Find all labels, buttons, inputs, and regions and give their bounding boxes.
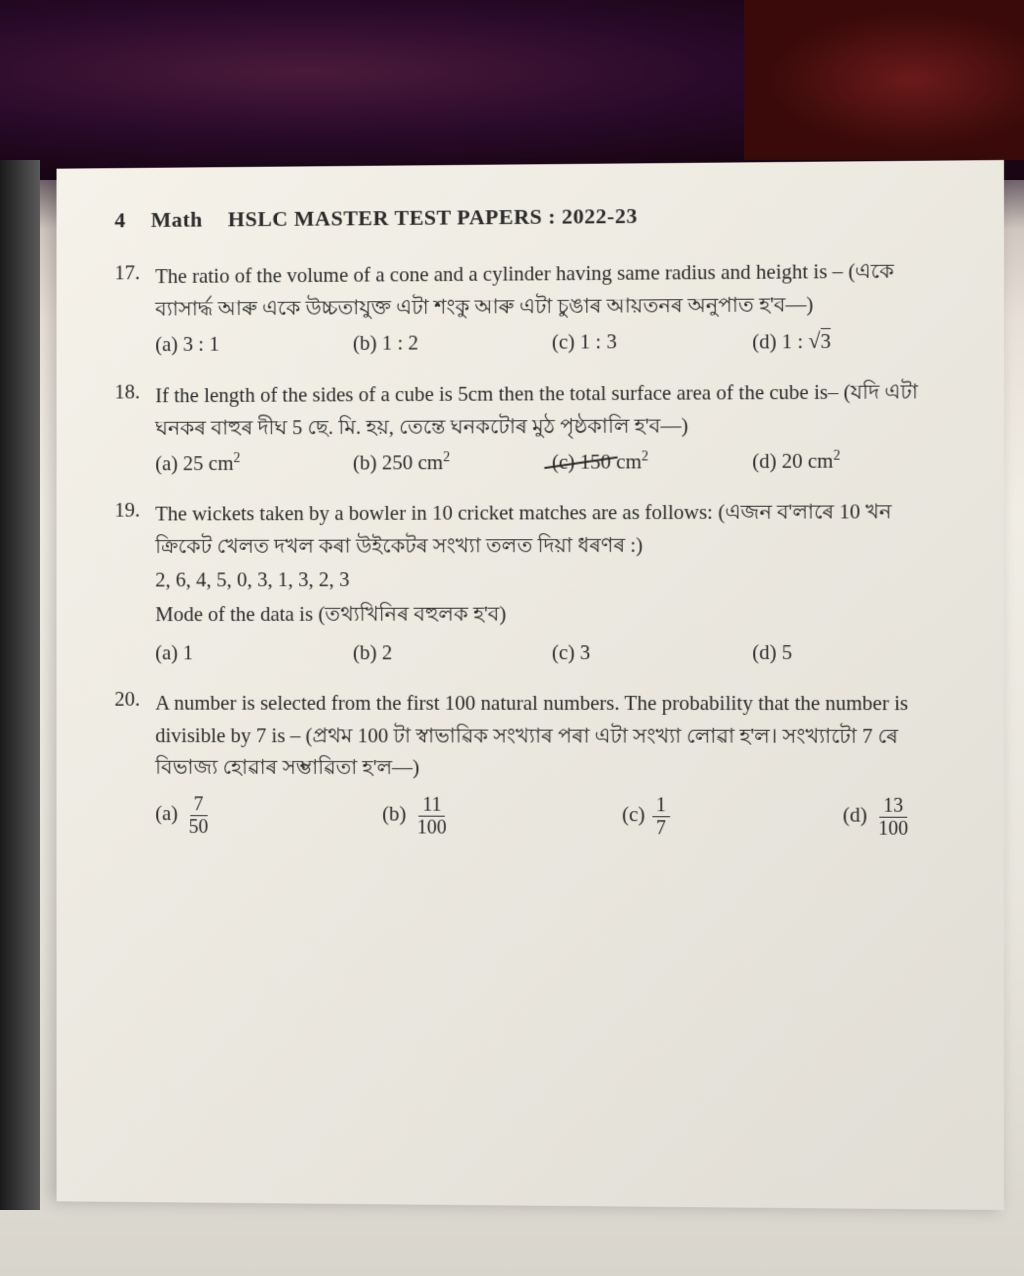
- question-18: 18. If the length of the sides of a cube…: [115, 375, 954, 476]
- paper-title: HSLC MASTER TEST PAPERS : 2022-23: [228, 203, 638, 231]
- question-text: A number is selected from the first 100 …: [155, 687, 954, 785]
- question-20: 20. A number is selected from the first …: [115, 687, 954, 840]
- question-number: 19.: [115, 498, 156, 523]
- option-c: (c) 150 cm2: [552, 449, 752, 475]
- option-b: (b) 11 100: [382, 794, 452, 839]
- option-d: (d) 1 : 3: [752, 327, 954, 354]
- question-text: If the length of the sides of a cube is …: [155, 375, 954, 443]
- question-number: 18.: [115, 380, 156, 405]
- option-d: (d) 5: [752, 640, 954, 665]
- option-a: (a) 7 50: [155, 793, 214, 837]
- page-header: 4 Math HSLC MASTER TEST PAPERS : 2022-23: [115, 200, 954, 233]
- mode-prompt: Mode of the data is (তথ্যখিনিৰ বহুলক হ'ব…: [155, 597, 954, 633]
- book-spine: [0, 160, 40, 1210]
- option-b: (b) 2: [353, 641, 552, 666]
- question-17: 17. The ratio of the volume of a cone an…: [115, 254, 954, 358]
- option-a: (a) 1: [155, 641, 353, 666]
- option-a: (a) 3 : 1: [155, 331, 353, 358]
- subject-label: Math: [151, 207, 203, 233]
- data-values: 2, 6, 4, 5, 0, 3, 1, 3, 2, 3: [155, 566, 954, 592]
- question-text: The wickets taken by a bowler in 10 cric…: [155, 495, 954, 562]
- options-row: (a) 25 cm2 (b) 250 cm2 (c) 150 cm2 (d) 2…: [155, 448, 954, 476]
- question-number: 20.: [115, 687, 156, 712]
- option-d: (d) 13 100: [843, 795, 914, 840]
- option-c: (c) 1 7: [622, 794, 672, 839]
- question-text: The ratio of the volume of a cone and a …: [155, 254, 954, 324]
- option-b: (b) 1 : 2: [353, 330, 552, 357]
- exam-page: 4 Math HSLC MASTER TEST PAPERS : 2022-23…: [57, 160, 1004, 1210]
- option-c: (c) 3: [552, 640, 752, 665]
- option-b: (b) 250 cm2: [353, 450, 552, 476]
- options-row: (a) 7 50 (b) 11 100 (c) 1 7: [155, 793, 954, 839]
- options-row: (a) 1 (b) 2 (c) 3 (d) 5: [155, 640, 954, 665]
- options-row: (a) 3 : 1 (b) 1 : 2 (c) 1 : 3 (d) 1 : 3: [155, 327, 954, 358]
- option-c: (c) 1 : 3: [552, 329, 752, 356]
- option-a: (a) 25 cm2: [155, 451, 353, 476]
- option-d: (d) 20 cm2: [752, 448, 954, 474]
- question-19: 19. The wickets taken by a bowler in 10 …: [115, 495, 954, 665]
- question-number: 17.: [115, 260, 156, 285]
- background-fabric-right: [744, 0, 1024, 160]
- page-number: 4: [115, 207, 126, 233]
